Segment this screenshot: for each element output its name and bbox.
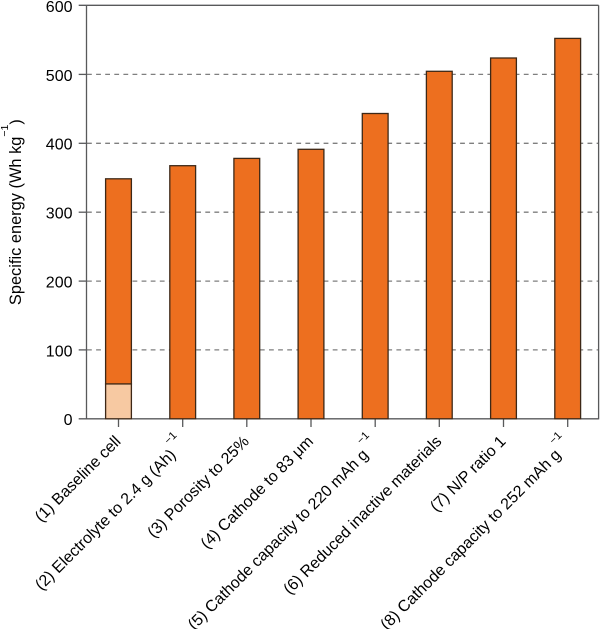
svg-text:200: 200 bbox=[46, 275, 73, 292]
svg-text:Specific energy (Wh kg−1): Specific energy (Wh kg−1) bbox=[0, 119, 25, 305]
svg-text:600: 600 bbox=[46, 0, 73, 16]
svg-text:300: 300 bbox=[46, 206, 73, 223]
svg-text:(4) Cathode to 83 μm: (4) Cathode to 83 μm bbox=[198, 433, 317, 552]
svg-text:100: 100 bbox=[46, 343, 73, 360]
svg-text:500: 500 bbox=[46, 68, 73, 85]
svg-text:400: 400 bbox=[46, 137, 73, 154]
svg-text:0: 0 bbox=[64, 412, 73, 429]
